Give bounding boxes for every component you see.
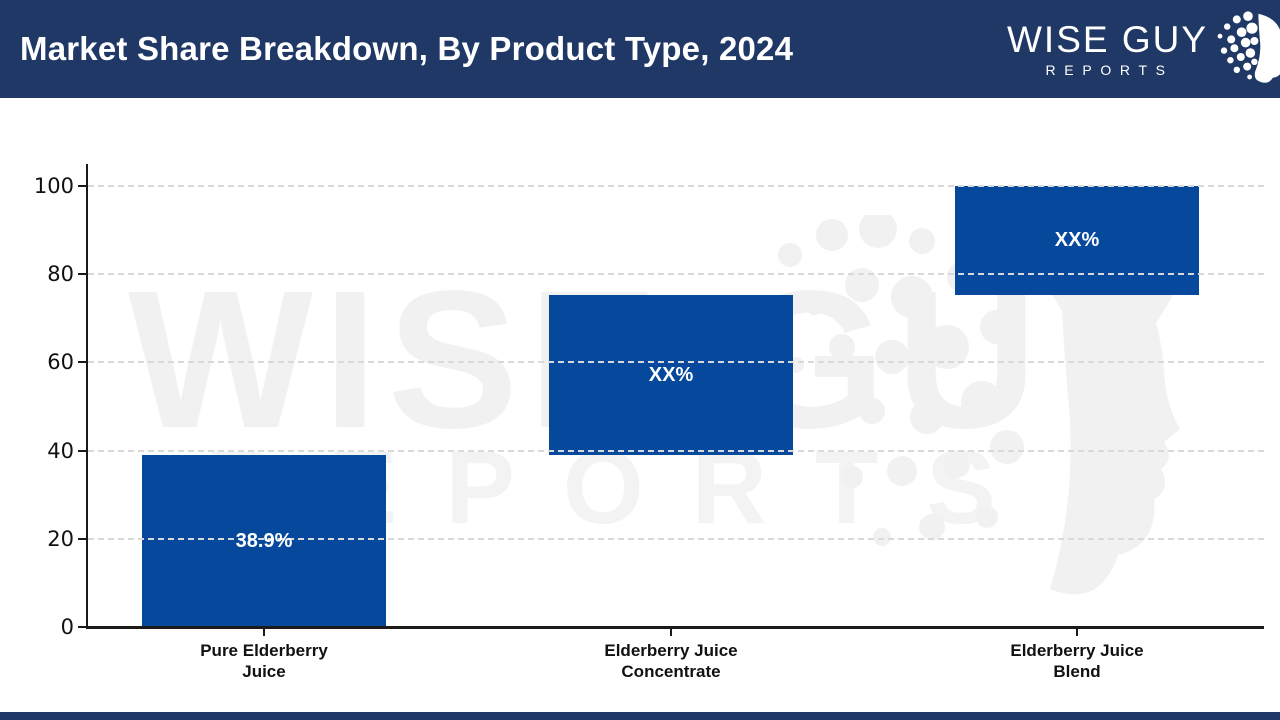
gridline-60 [88,361,1264,363]
bar-elderberry-juice-blend [955,186,1199,296]
x-category-label: Elderberry Juice Blend [1010,641,1144,681]
bar-value-label: XX% [1054,229,1100,252]
brand-logo: WISE GUY REPORTS [1007,7,1280,91]
footer-bar [0,712,1280,720]
y-tick-label: 100 [33,174,74,198]
y-tick [78,185,86,187]
bar-value-label: XX% [648,363,694,386]
x-tick [1076,629,1078,636]
watermark-face-icon [778,215,1180,595]
gridline-80 [88,273,1264,275]
y-tick-label: 20 [47,527,74,551]
y-tick [78,361,86,363]
header-bar: Market Share Breakdown, By Product Type,… [0,0,1280,98]
bar-value-label: 38.9% [235,529,293,552]
y-tick-label: 60 [47,350,74,374]
page-title: Market Share Breakdown, By Product Type,… [20,30,794,67]
x-tick [263,629,265,636]
brand-subtitle: REPORTS [1045,62,1174,78]
brand-face-icon [1217,11,1280,83]
x-category-label: Pure Elderberry Juice [200,641,328,681]
y-axis-line [86,164,88,629]
gridline-40 [88,450,1264,452]
x-category-label: Elderberry Juice Concentrate [604,641,738,681]
gridline-100 [88,185,1264,187]
y-tick [78,273,86,275]
gridline-20 [88,538,1264,540]
y-tick [78,626,86,628]
x-tick [670,629,672,636]
bar-elderberry-juice-concentrate [549,295,793,456]
bar-pure-elderberry-juice [142,455,386,627]
x-axis-line [86,626,1264,629]
y-tick [78,450,86,452]
y-tick-label: 40 [47,439,74,463]
y-tick [78,538,86,540]
brand-name: WISE GUY [1007,19,1209,60]
brand-logo-text: WISE GUY REPORTS [1007,19,1209,79]
y-tick-label: 80 [47,262,74,286]
y-tick-label: 0 [60,615,74,639]
